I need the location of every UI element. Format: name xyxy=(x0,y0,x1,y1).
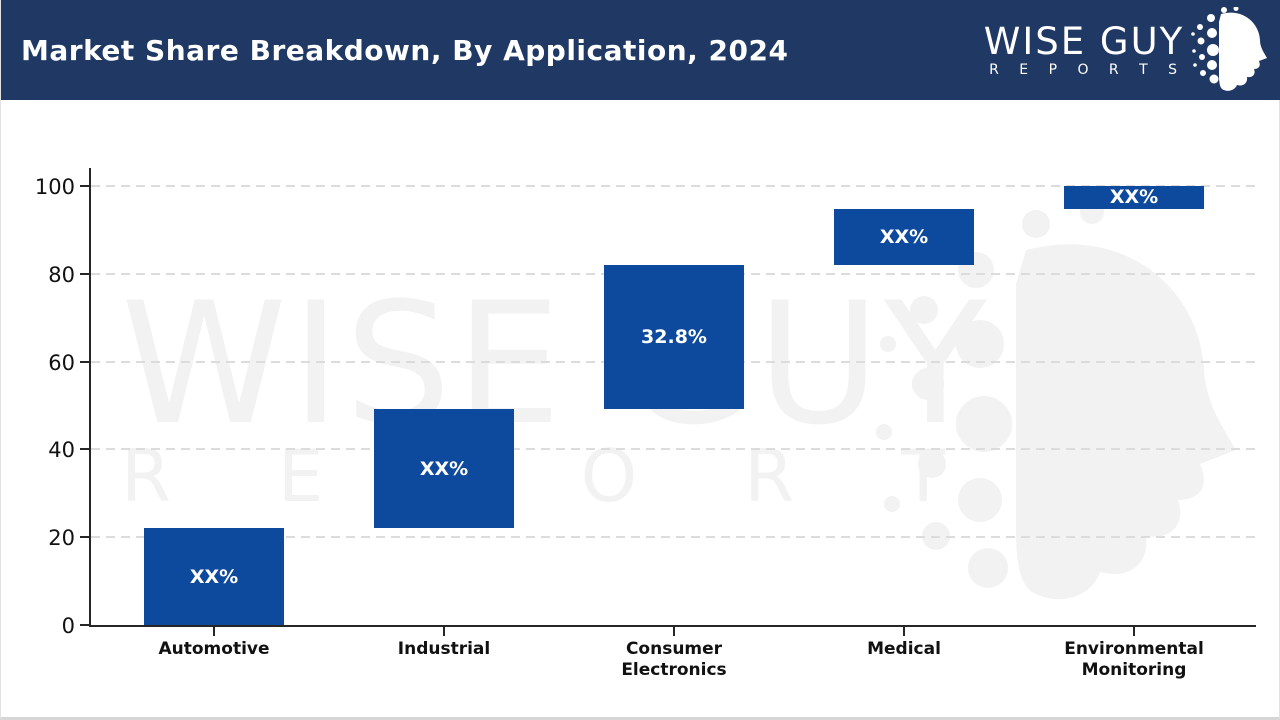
y-axis-tick-label: 0 xyxy=(61,614,75,638)
x-axis-category-label: Environmental Monitoring xyxy=(1064,639,1204,680)
y-axis-tick-mark xyxy=(80,536,89,539)
x-axis-category-label: Industrial xyxy=(397,639,491,659)
x-axis-tick-mark xyxy=(443,627,445,636)
y-axis-tick-mark xyxy=(80,185,89,187)
y-gridline xyxy=(91,536,1256,539)
page-title: Market Share Breakdown, By Application, … xyxy=(21,33,789,67)
wiseguy-logo-wordmark: WISE GUY xyxy=(983,19,1185,63)
y-axis-tick-label: 100 xyxy=(34,175,75,199)
bar-environmental-monitoring: XX% xyxy=(1064,186,1204,209)
bar-value-label: XX% xyxy=(879,225,929,248)
y-gridline xyxy=(91,185,1256,187)
wiseguy-logo: WISE GUY R E P O R T S xyxy=(983,7,1267,93)
x-axis-tick-mark xyxy=(1133,627,1135,636)
bar-value-label: XX% xyxy=(1109,186,1159,209)
bar-medical: XX% xyxy=(834,208,974,266)
y-axis-tick-mark xyxy=(80,624,89,626)
x-axis-tick-mark xyxy=(213,627,215,636)
x-axis-tick-mark xyxy=(903,627,905,636)
bar-industrial: XX% xyxy=(374,409,514,529)
y-axis-tick-label: 60 xyxy=(48,350,75,375)
x-axis-category-label: Medical xyxy=(867,639,941,659)
y-axis-tick-mark xyxy=(80,360,89,363)
chart-plot-area: 0 20 40 60 80 100 XX% Automotive XX% Industrial 32… xyxy=(35,168,1256,680)
y-axis-tick-label: 40 xyxy=(48,438,75,463)
wiseguy-logo-text: WISE GUY R E P O R T S xyxy=(983,23,1185,78)
x-axis-category-label: Consumer Electronics xyxy=(621,639,727,680)
y-axis-tick-mark xyxy=(80,272,89,275)
bar-value-label: XX% xyxy=(189,565,239,588)
bar-value-label: XX% xyxy=(419,457,469,480)
header-bar: Market Share Breakdown, By Application, … xyxy=(1,0,1280,100)
y-axis-tick-label: 20 xyxy=(48,526,75,551)
y-axis-tick-label: 80 xyxy=(48,262,75,287)
x-axis-tick-mark xyxy=(673,627,675,636)
bar-consumer-electronics: 32.8% xyxy=(604,265,744,410)
wiseguy-face-icon xyxy=(1191,7,1267,91)
y-axis-tick-mark xyxy=(80,448,89,451)
bar-automotive: XX% xyxy=(144,528,284,625)
x-axis-category-label: Automotive xyxy=(158,639,270,659)
y-gridline xyxy=(91,448,1256,451)
wiseguy-logo-subtext: R E P O R T S xyxy=(989,61,1185,78)
bar-value-label: 32.8% xyxy=(641,326,707,349)
